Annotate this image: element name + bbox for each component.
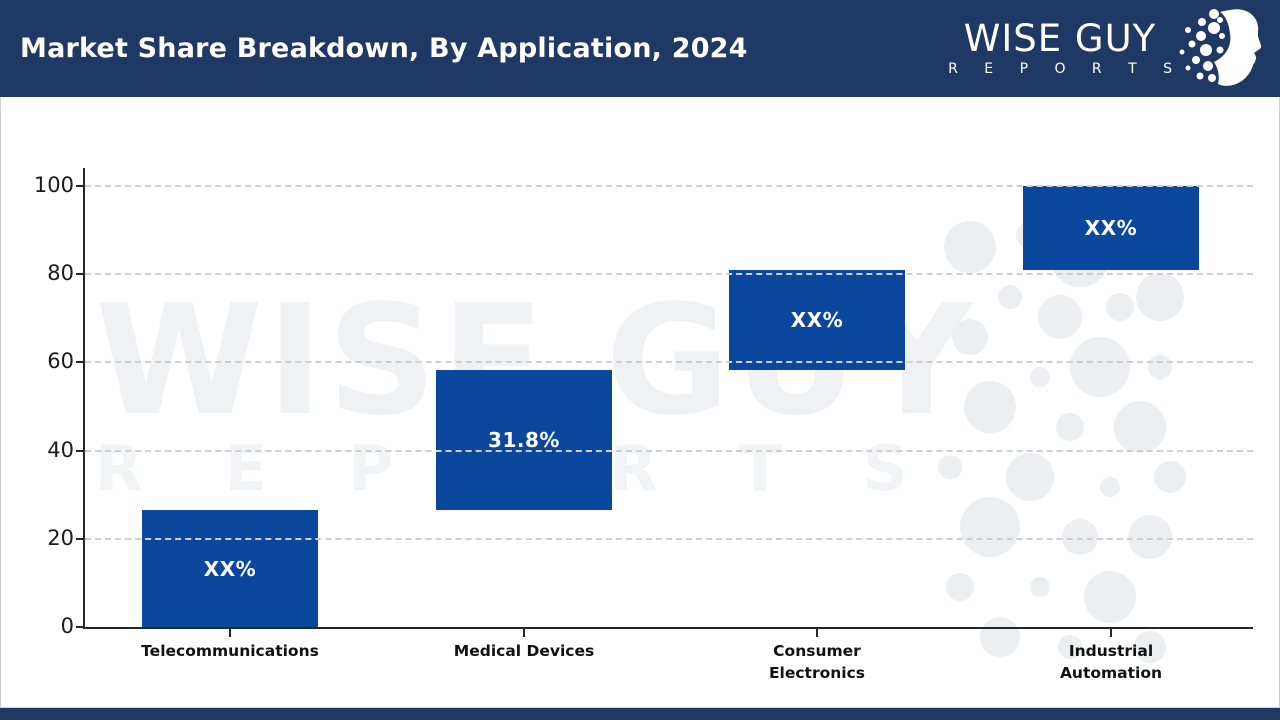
logo-sub-text: R E P O R T S: [948, 61, 1183, 77]
bar-segment: XX%: [1023, 186, 1199, 270]
x-category-label: Medical Devices: [453, 642, 595, 660]
y-tick-label: 100: [33, 173, 74, 197]
y-tick-mark: [76, 449, 85, 452]
y-tick-mark: [76, 626, 85, 628]
x-tick-mark: [1110, 629, 1112, 637]
x-tick-mark: [816, 629, 818, 637]
y-tick-label: 20: [47, 525, 74, 550]
bar-value-label: 31.8%: [488, 428, 560, 452]
y-tick-mark: [76, 273, 85, 276]
y-tick-label: 40: [47, 437, 74, 462]
y-tick-label: 80: [47, 261, 74, 286]
y-axis-line: [83, 168, 85, 629]
gridline: [85, 185, 1253, 187]
logo-wordmark: WISE GUY R E P O R T S: [948, 20, 1172, 77]
gridline: [85, 449, 1253, 452]
x-tick-mark: [523, 629, 525, 637]
page-title: Market Share Breakdown, By Application, …: [20, 33, 748, 64]
bar-value-label: XX%: [203, 556, 257, 581]
y-tick-label: 0: [60, 614, 74, 638]
y-tick-mark: [76, 361, 85, 364]
bar-segment: XX%: [729, 269, 905, 370]
x-tick-mark: [229, 629, 231, 637]
x-axis-line: [83, 627, 1253, 629]
bar-segment: XX%: [142, 510, 318, 627]
logo-face-icon: [1179, 8, 1262, 86]
x-category-label: Industrial Automation: [1059, 642, 1163, 682]
footer-bar: [0, 708, 1280, 720]
wise-guy-logo: WISE GUY R E P O R T S: [948, 6, 1280, 92]
y-tick-mark: [76, 185, 85, 187]
gridline: [85, 537, 1253, 540]
header-bar: Market Share Breakdown, By Application, …: [0, 0, 1280, 97]
logo-name-text: WISE GUY: [963, 17, 1157, 60]
bar-value-label: XX%: [1084, 215, 1138, 240]
x-category-label: Telecommunications: [141, 642, 319, 660]
bar-segment: 31.8%: [436, 369, 612, 511]
x-category-label: Consumer Electronics: [768, 642, 866, 682]
gridline: [85, 361, 1253, 364]
y-tick-mark: [76, 537, 85, 540]
y-tick-label: 60: [47, 349, 74, 374]
gridline: [85, 273, 1253, 276]
bar-value-label: XX%: [790, 307, 844, 332]
